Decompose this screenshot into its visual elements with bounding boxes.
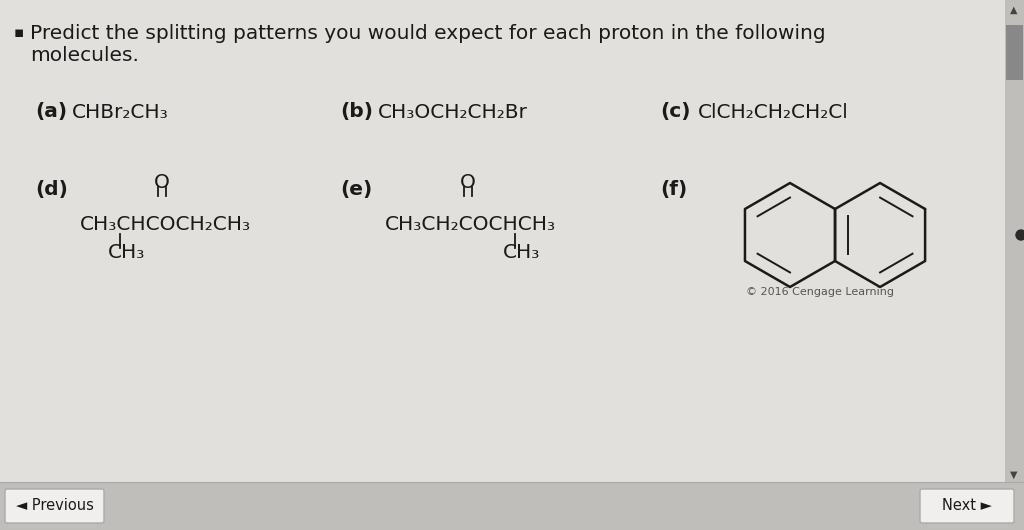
Text: CHBr₂CH₃: CHBr₂CH₃ [72,102,169,121]
Text: ▪: ▪ [14,25,25,40]
Text: (b): (b) [340,102,373,121]
Text: (d): (d) [35,181,68,199]
FancyBboxPatch shape [1006,25,1023,80]
FancyBboxPatch shape [1005,0,1024,482]
Text: O: O [154,172,170,191]
FancyBboxPatch shape [0,482,1024,530]
Text: O: O [460,172,476,191]
FancyBboxPatch shape [920,489,1014,523]
Text: ▲: ▲ [1011,5,1018,15]
Text: (e): (e) [340,181,373,199]
FancyBboxPatch shape [0,0,1005,482]
Text: Next ►: Next ► [942,499,992,514]
Text: ClCH₂CH₂CH₂Cl: ClCH₂CH₂CH₂Cl [698,102,849,121]
Text: CH₃OCH₂CH₂Br: CH₃OCH₂CH₂Br [378,102,528,121]
Text: CH₃: CH₃ [503,243,541,261]
Text: ◄ Previous: ◄ Previous [16,499,94,514]
Text: (a): (a) [35,102,68,121]
Text: Predict the splitting patterns you would expect for each proton in the following: Predict the splitting patterns you would… [30,24,825,43]
Text: molecules.: molecules. [30,46,139,65]
Text: © 2016 Cengage Learning: © 2016 Cengage Learning [746,287,894,297]
Text: (c): (c) [660,102,690,121]
Text: CH₃: CH₃ [108,243,145,261]
FancyBboxPatch shape [5,489,104,523]
Circle shape [1016,230,1024,240]
Text: ▼: ▼ [1011,470,1018,480]
Text: CH₃CH₂COCHCH₃: CH₃CH₂COCHCH₃ [385,216,556,234]
Text: CH₃CHCOCH₂CH₃: CH₃CHCOCH₂CH₃ [80,216,251,234]
Text: (f): (f) [660,181,687,199]
